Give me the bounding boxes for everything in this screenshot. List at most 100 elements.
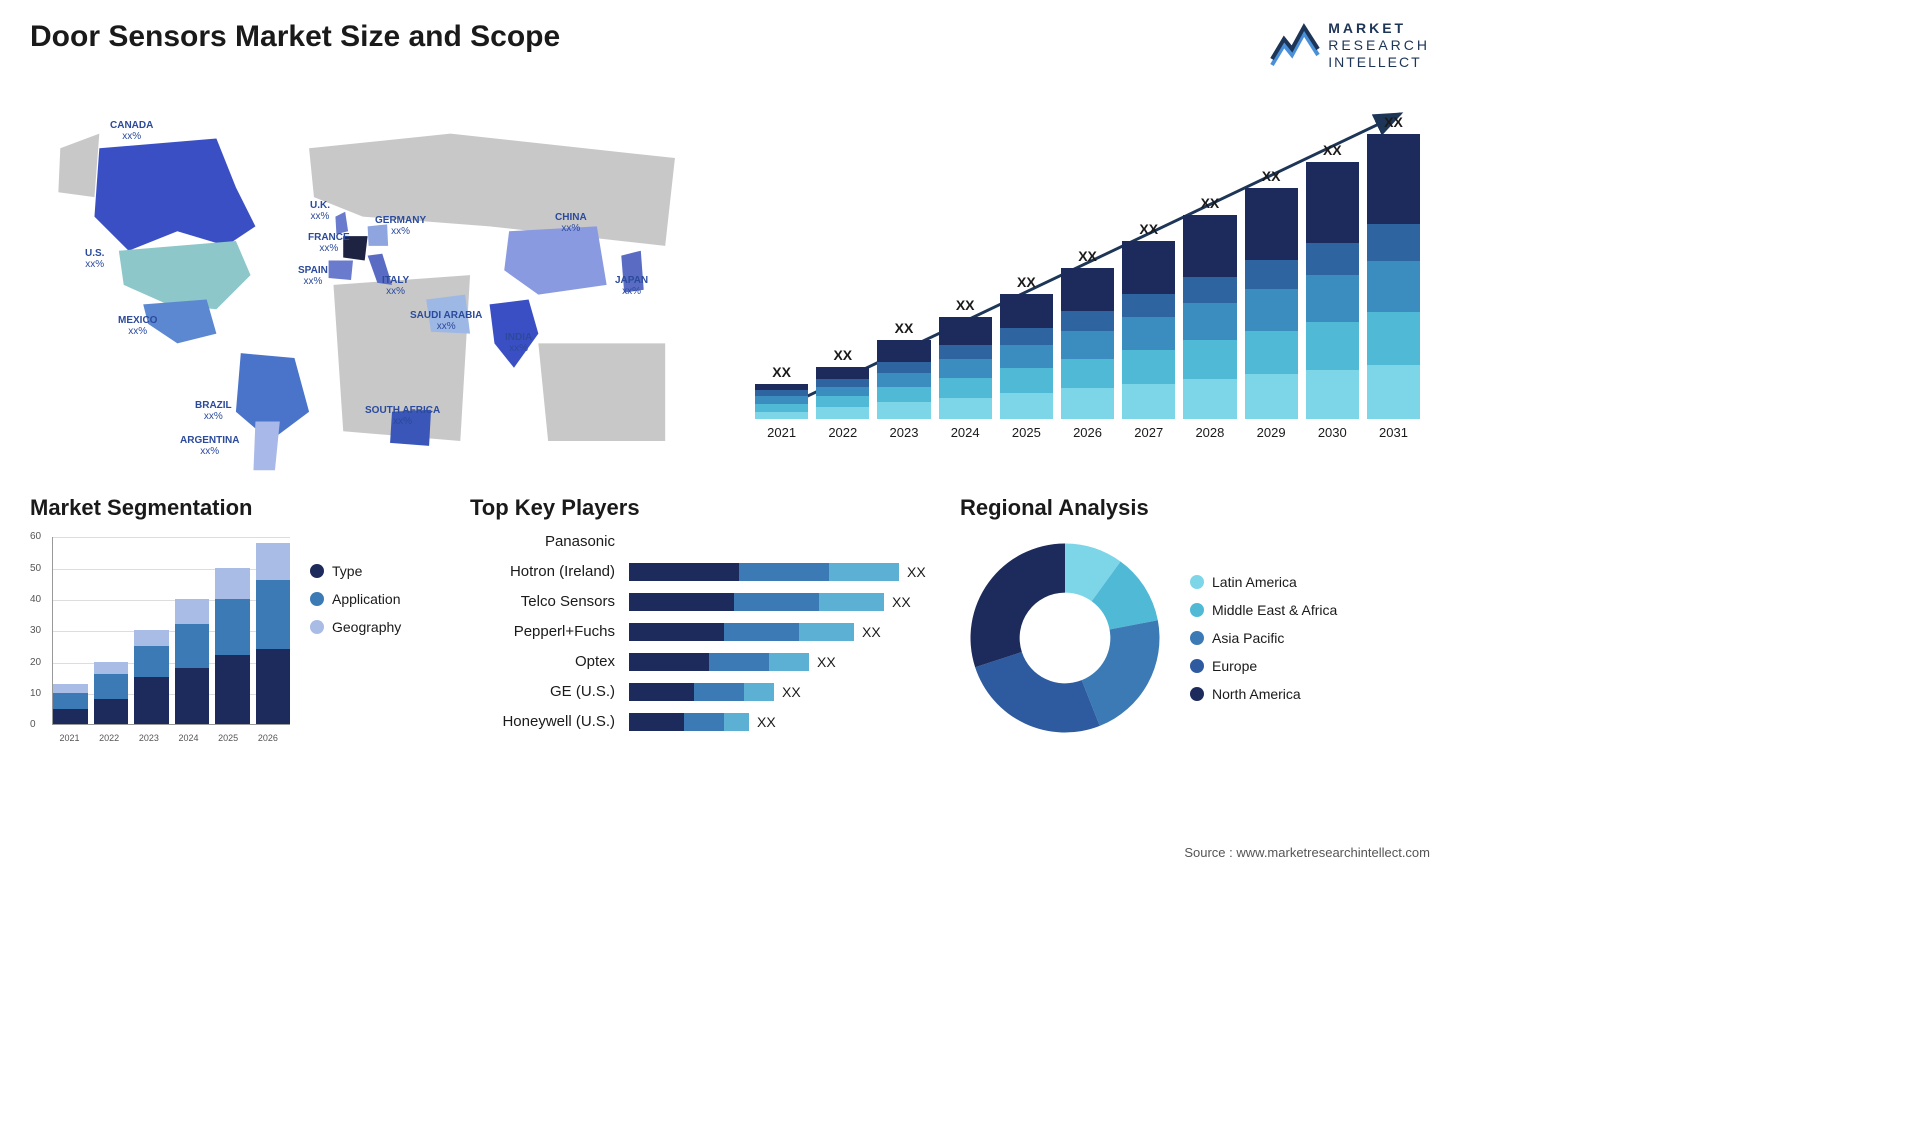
players-bars: XX XX XX XX XX XX bbox=[629, 533, 940, 731]
growth-year-label: 2024 bbox=[951, 425, 980, 440]
growth-bar-2026: XX 2026 bbox=[1061, 248, 1114, 441]
map-label-india: INDIAxx% bbox=[505, 332, 532, 354]
growth-bar-value: XX bbox=[956, 297, 975, 313]
top-row: CANADAxx%U.S.xx%MEXICOxx%BRAZILxx%ARGENT… bbox=[30, 80, 1430, 480]
bottom-row: Market Segmentation 01020304050602021202… bbox=[30, 495, 1430, 755]
growth-bar-2027: XX 2027 bbox=[1122, 221, 1175, 440]
map-region-uk bbox=[335, 212, 348, 234]
player-bar-row: XX bbox=[629, 713, 940, 731]
growth-bar-2029: XX2029 bbox=[1245, 168, 1298, 440]
player-bar-row: XX bbox=[629, 653, 940, 671]
page-root: Door Sensors Market Size and Scope MARKE… bbox=[0, 0, 1460, 870]
growth-bar-value: XX bbox=[1078, 248, 1097, 264]
seg-bar-2023 bbox=[134, 630, 169, 724]
key-players-panel: Top Key Players Panasonic Hotron (Ireland… bbox=[470, 495, 940, 755]
player-label: Honeywell (U.S.) bbox=[470, 713, 615, 731]
region-legend-item: North America bbox=[1190, 686, 1337, 702]
growth-bar-value: XX bbox=[1017, 274, 1036, 290]
donut-slice-europe bbox=[975, 652, 1100, 732]
growth-bar-2021: XX 2021 bbox=[755, 364, 808, 441]
player-bar-row: XX bbox=[629, 593, 940, 611]
growth-bar-value: XX bbox=[1384, 114, 1403, 130]
map-region-china bbox=[504, 227, 606, 295]
brand-logo: MARKET RESEARCH INTELLECT bbox=[1270, 20, 1430, 70]
growth-bar-2028: XX2028 bbox=[1183, 195, 1236, 441]
map-label-southafrica: SOUTH AFRICAxx% bbox=[365, 405, 440, 427]
seg-bar-2022 bbox=[94, 662, 129, 725]
map-label-uk: U.K.xx% bbox=[310, 200, 330, 222]
donut-slice-north-america bbox=[971, 544, 1066, 668]
segmentation-legend: TypeApplicationGeography bbox=[310, 563, 401, 635]
player-label: Telco Sensors bbox=[470, 593, 615, 611]
growth-year-label: 2022 bbox=[828, 425, 857, 440]
map-region-argentina bbox=[253, 422, 279, 471]
source-attribution: Source : www.marketresearchintellect.com bbox=[1184, 845, 1430, 860]
map-label-spain: SPAINxx% bbox=[298, 265, 328, 287]
header: Door Sensors Market Size and Scope MARKE… bbox=[30, 20, 1430, 70]
map-label-brazil: BRAZILxx% bbox=[195, 400, 232, 422]
brand-line2: RESEARCH bbox=[1328, 37, 1430, 54]
map-region-canada bbox=[94, 139, 255, 251]
regional-legend: Latin America Middle East & Africa Asia Pa… bbox=[1190, 574, 1337, 702]
map-label-us: U.S.xx% bbox=[85, 248, 104, 270]
growth-year-label: 2028 bbox=[1195, 425, 1224, 440]
player-label: Optex bbox=[470, 653, 615, 671]
growth-bar-value: XX bbox=[1323, 142, 1342, 158]
key-players-title: Top Key Players bbox=[470, 495, 940, 521]
map-label-saudiarabia: SAUDI ARABIAxx% bbox=[410, 310, 482, 332]
region-legend-item: Latin America bbox=[1190, 574, 1337, 590]
region-legend-item: Asia Pacific bbox=[1190, 630, 1337, 646]
growth-year-label: 2023 bbox=[890, 425, 919, 440]
world-map-panel: CANADAxx%U.S.xx%MEXICOxx%BRAZILxx%ARGENT… bbox=[30, 80, 715, 480]
growth-bar-2025: XX 2025 bbox=[1000, 274, 1053, 441]
segmentation-panel: Market Segmentation 01020304050602021202… bbox=[30, 495, 450, 755]
player-label: Panasonic bbox=[470, 533, 615, 551]
growth-bar-value: XX bbox=[1139, 221, 1158, 237]
growth-year-label: 2026 bbox=[1073, 425, 1102, 440]
growth-year-label: 2027 bbox=[1134, 425, 1163, 440]
growth-bar-value: XX bbox=[833, 347, 852, 363]
segmentation-title: Market Segmentation bbox=[30, 495, 450, 521]
growth-bar-2023: XX 2023 bbox=[877, 320, 930, 440]
map-label-japan: JAPANxx% bbox=[615, 275, 648, 297]
growth-stacked-bars: XX2021XX2022XX2023XX2024XX2025XX2026XX20… bbox=[745, 80, 1430, 440]
player-label: GE (U.S.) bbox=[470, 683, 615, 701]
map-label-mexico: MEXICOxx% bbox=[118, 315, 157, 337]
page-title: Door Sensors Market Size and Scope bbox=[30, 20, 560, 54]
seg-bar-2021 bbox=[53, 684, 88, 725]
brand-mark-icon bbox=[1270, 21, 1320, 69]
map-label-france: FRANCExx% bbox=[308, 232, 350, 254]
map-label-argentina: ARGENTINAxx% bbox=[180, 435, 239, 457]
growth-year-label: 2021 bbox=[767, 425, 796, 440]
regional-title: Regional Analysis bbox=[960, 495, 1430, 521]
map-region-us bbox=[119, 241, 251, 309]
growth-bar-value: XX bbox=[1262, 168, 1281, 184]
region-legend-item: Europe bbox=[1190, 658, 1337, 674]
growth-year-label: 2025 bbox=[1012, 425, 1041, 440]
brand-line1: MARKET bbox=[1328, 20, 1430, 37]
growth-year-label: 2031 bbox=[1379, 425, 1408, 440]
growth-chart-panel: XX2021XX2022XX2023XX2024XX2025XX2026XX20… bbox=[745, 80, 1430, 480]
players-labels: PanasonicHotron (Ireland)Telco SensorsPe… bbox=[470, 533, 615, 731]
player-label: Hotron (Ireland) bbox=[470, 563, 615, 581]
growth-bar-2024: XX 2024 bbox=[939, 297, 992, 440]
seg-legend-item: Geography bbox=[310, 619, 401, 635]
player-bar-row: XX bbox=[629, 683, 940, 701]
growth-bar-value: XX bbox=[772, 364, 791, 380]
regional-panel: Regional Analysis Latin America Middle Ea… bbox=[960, 495, 1430, 755]
regional-donut-chart bbox=[960, 533, 1170, 743]
player-bar-row: XX bbox=[629, 563, 940, 581]
map-label-italy: ITALYxx% bbox=[382, 275, 409, 297]
brand-line3: INTELLECT bbox=[1328, 54, 1430, 71]
seg-legend-item: Type bbox=[310, 563, 401, 579]
region-legend-item: Middle East & Africa bbox=[1190, 602, 1337, 618]
seg-bar-2026 bbox=[256, 543, 291, 725]
map-label-china: CHINAxx% bbox=[555, 212, 587, 234]
player-bar-row: XX bbox=[629, 623, 940, 641]
growth-bar-2031: XX 2031 bbox=[1367, 114, 1420, 440]
seg-bar-2024 bbox=[175, 599, 210, 724]
growth-bar-value: XX bbox=[895, 320, 914, 336]
growth-bar-2030: XX 2030 bbox=[1306, 142, 1359, 440]
growth-year-label: 2030 bbox=[1318, 425, 1347, 440]
segmentation-chart: 0102030405060202120222023202420252026 bbox=[30, 533, 290, 743]
